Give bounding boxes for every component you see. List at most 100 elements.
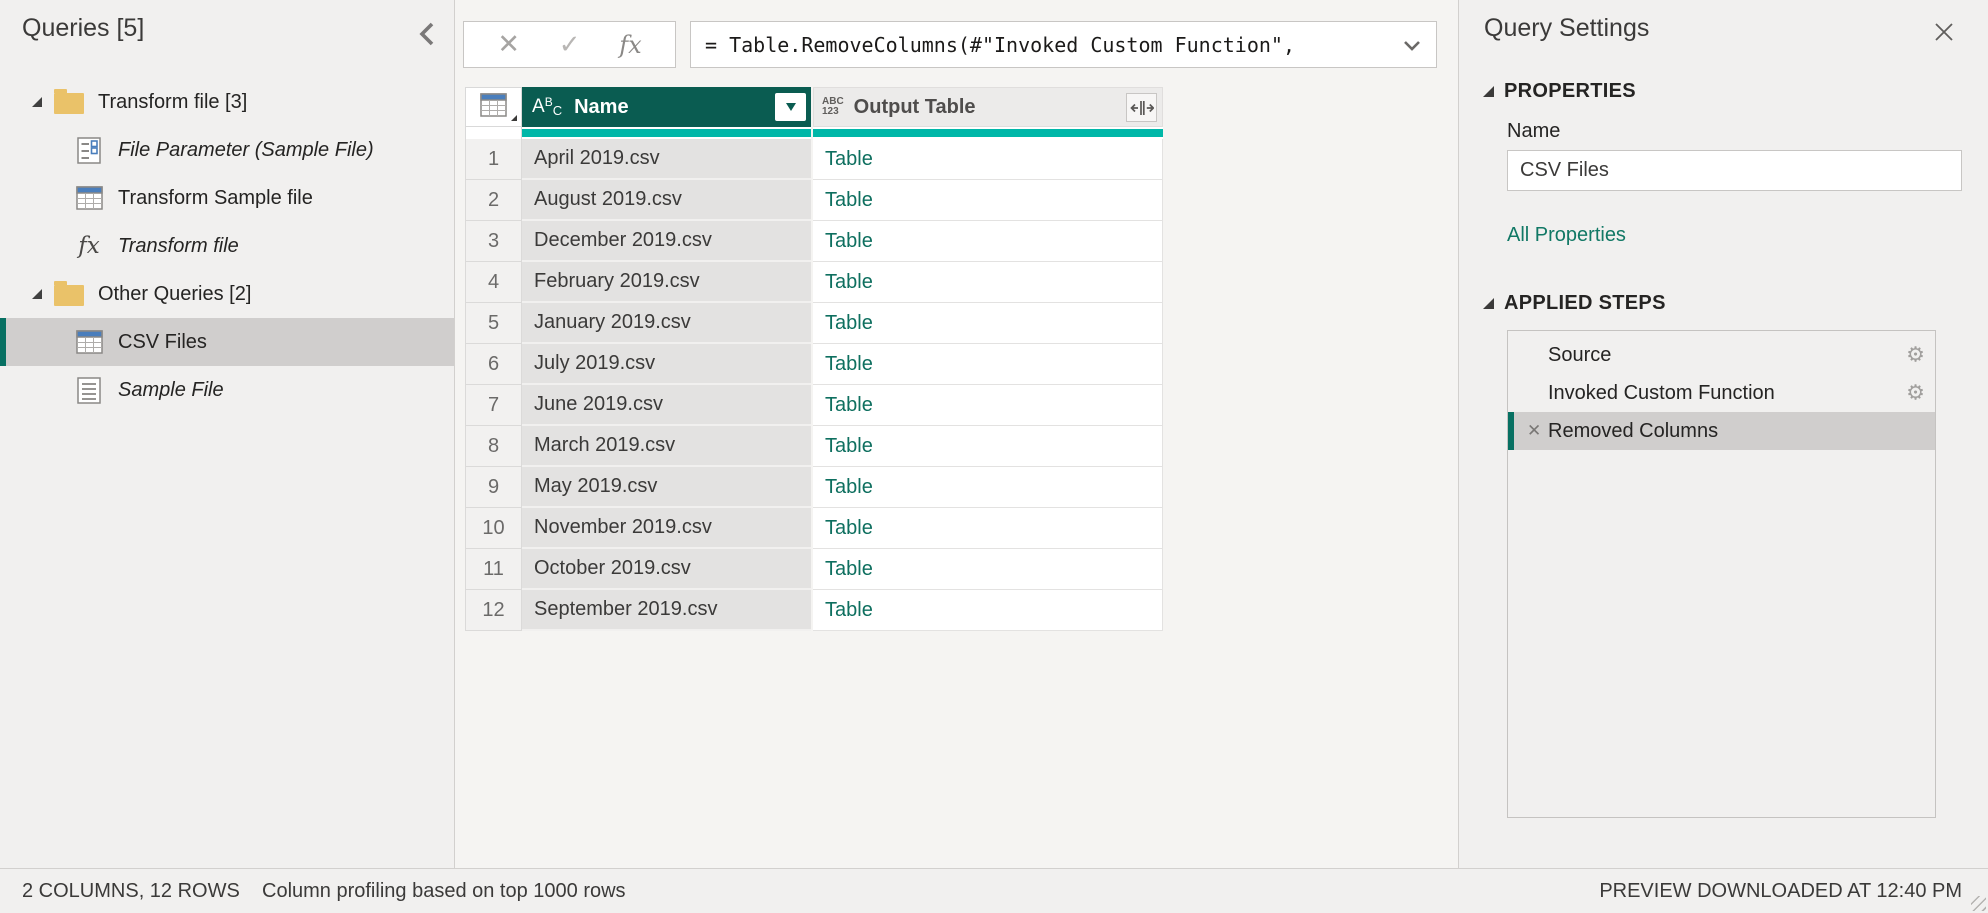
table-link[interactable]: Table xyxy=(825,229,873,252)
output-cell[interactable]: Table xyxy=(813,180,1163,221)
commit-formula-icon[interactable]: ✓ xyxy=(558,29,581,59)
profiling-status[interactable]: Column profiling based on top 1000 rows xyxy=(262,880,626,902)
expander-icon[interactable] xyxy=(32,289,42,299)
close-query-settings-button[interactable] xyxy=(1930,18,1958,46)
table-link[interactable]: Table xyxy=(825,393,873,416)
name-cell[interactable]: July 2019.csv xyxy=(522,344,811,385)
name-cell[interactable]: November 2019.csv xyxy=(522,508,811,549)
step-source[interactable]: Source ⚙ xyxy=(1508,336,1935,374)
name-cell[interactable]: February 2019.csv xyxy=(522,262,811,303)
output-cell[interactable]: Table xyxy=(813,426,1163,467)
formula-text[interactable]: = Table.RemoveColumns(#"Invoked Custom F… xyxy=(705,32,1296,57)
output-cell[interactable]: Table xyxy=(813,467,1163,508)
formula-input[interactable]: = Table.RemoveColumns(#"Invoked Custom F… xyxy=(690,21,1437,68)
name-cell[interactable]: April 2019.csv xyxy=(522,139,811,180)
formula-bar-buttons: ✕ ✓ fx xyxy=(463,21,676,68)
table-link[interactable]: Table xyxy=(825,516,873,539)
output-cell[interactable]: Table xyxy=(813,590,1163,631)
row-number[interactable]: 5 xyxy=(465,303,522,344)
name-cell[interactable]: June 2019.csv xyxy=(522,385,811,426)
table-link[interactable]: Table xyxy=(825,475,873,498)
output-cell[interactable]: Table xyxy=(813,508,1163,549)
name-cell[interactable]: May 2019.csv xyxy=(522,467,811,508)
name-cell[interactable]: January 2019.csv xyxy=(522,303,811,344)
step-label: Source xyxy=(1548,343,1612,366)
delete-step-icon[interactable]: ✕ xyxy=(1527,421,1542,440)
table-row: 11 October 2019.csv Table xyxy=(465,549,1163,590)
tree-item-file-parameter[interactable]: File Parameter (Sample File) xyxy=(0,126,454,174)
row-number[interactable]: 6 xyxy=(465,344,522,385)
name-cell[interactable]: October 2019.csv xyxy=(522,549,811,590)
table-link[interactable]: Table xyxy=(825,598,873,621)
all-properties-link[interactable]: All Properties xyxy=(1507,224,1626,246)
row-number[interactable]: 8 xyxy=(465,426,522,467)
tree-item-sample-file[interactable]: Sample File xyxy=(0,366,454,414)
output-cell[interactable]: Table xyxy=(813,303,1163,344)
expand-formula-bar-button[interactable] xyxy=(1402,39,1422,58)
row-number[interactable]: 1 xyxy=(465,139,522,180)
query-name-input[interactable] xyxy=(1507,150,1962,191)
text-type-icon: ABC xyxy=(532,95,563,118)
table-link[interactable]: Table xyxy=(825,270,873,293)
row-number[interactable]: 12 xyxy=(465,590,522,631)
output-cell[interactable]: Table xyxy=(813,221,1163,262)
step-invoked-custom-function[interactable]: Invoked Custom Function ⚙ xyxy=(1508,374,1935,412)
tree-group-transform-file[interactable]: Transform file [3] xyxy=(0,78,454,126)
expander-icon[interactable] xyxy=(32,97,42,107)
any-type-icon: ABC 123 xyxy=(822,96,844,117)
name-cell[interactable]: September 2019.csv xyxy=(522,590,811,631)
tree-group-other-queries[interactable]: Other Queries [2] xyxy=(0,270,454,318)
column-header-name[interactable]: ABC Name xyxy=(522,87,811,127)
select-all-corner-button[interactable] xyxy=(465,87,522,127)
step-removed-columns[interactable]: ✕ Removed Columns xyxy=(1508,412,1935,450)
row-number[interactable]: 10 xyxy=(465,508,522,549)
output-cell[interactable]: Table xyxy=(813,344,1163,385)
name-cell[interactable]: December 2019.csv xyxy=(522,221,811,262)
row-number[interactable]: 3 xyxy=(465,221,522,262)
document-icon xyxy=(74,376,104,404)
name-cell[interactable]: March 2019.csv xyxy=(522,426,811,467)
tree-item-transform-sample-file[interactable]: Transform Sample file xyxy=(0,174,454,222)
table-link[interactable]: Table xyxy=(825,188,873,211)
step-label: Invoked Custom Function xyxy=(1548,381,1775,404)
output-cell[interactable]: Table xyxy=(813,385,1163,426)
table-link[interactable]: Table xyxy=(825,352,873,375)
tree-item-label: CSV Files xyxy=(118,330,207,353)
column-header-output-table[interactable]: ABC 123 Output Table xyxy=(813,87,1163,127)
row-number[interactable]: 2 xyxy=(465,180,522,221)
properties-section-header[interactable]: PROPERTIES xyxy=(1483,80,1636,103)
step-settings-gear-icon[interactable]: ⚙ xyxy=(1906,342,1925,367)
table-link[interactable]: Table xyxy=(825,311,873,334)
section-label: APPLIED STEPS xyxy=(1504,292,1666,314)
quality-bar-output xyxy=(813,129,1163,137)
table-row: 2 August 2019.csv Table xyxy=(465,180,1163,221)
applied-steps-section-header[interactable]: APPLIED STEPS xyxy=(1483,292,1666,315)
tree-item-transform-file[interactable]: fx Transform file xyxy=(0,222,454,270)
table-link[interactable]: Table xyxy=(825,434,873,457)
cancel-formula-icon[interactable]: ✕ xyxy=(497,29,520,59)
add-step-fx-icon[interactable]: fx xyxy=(619,30,642,59)
table-link[interactable]: Table xyxy=(825,557,873,580)
output-cell[interactable]: Table xyxy=(813,139,1163,180)
expand-column-button[interactable] xyxy=(1126,93,1157,122)
row-number[interactable]: 7 xyxy=(465,385,522,426)
table-icon xyxy=(480,92,507,122)
resize-grip[interactable] xyxy=(1971,896,1986,911)
tree-item-csv-files[interactable]: CSV Files xyxy=(0,318,454,366)
column-row-count: 2 COLUMNS, 12 ROWS xyxy=(22,880,240,902)
row-number[interactable]: 11 xyxy=(465,549,522,590)
table-link[interactable]: Table xyxy=(825,147,873,170)
row-number[interactable]: 9 xyxy=(465,467,522,508)
table-row: 1 April 2019.csv Table xyxy=(465,139,1163,180)
filter-dropdown-button[interactable] xyxy=(775,93,806,121)
row-number[interactable]: 4 xyxy=(465,262,522,303)
output-cell[interactable]: Table xyxy=(813,549,1163,590)
name-cell[interactable]: August 2019.csv xyxy=(522,180,811,221)
output-cell[interactable]: Table xyxy=(813,262,1163,303)
function-icon: fx xyxy=(78,233,100,259)
step-settings-gear-icon[interactable]: ⚙ xyxy=(1906,380,1925,405)
collapse-queries-pane-button[interactable] xyxy=(414,22,442,50)
table-row: 9 May 2019.csv Table xyxy=(465,467,1163,508)
close-icon xyxy=(1935,23,1953,41)
folder-icon xyxy=(54,89,84,114)
